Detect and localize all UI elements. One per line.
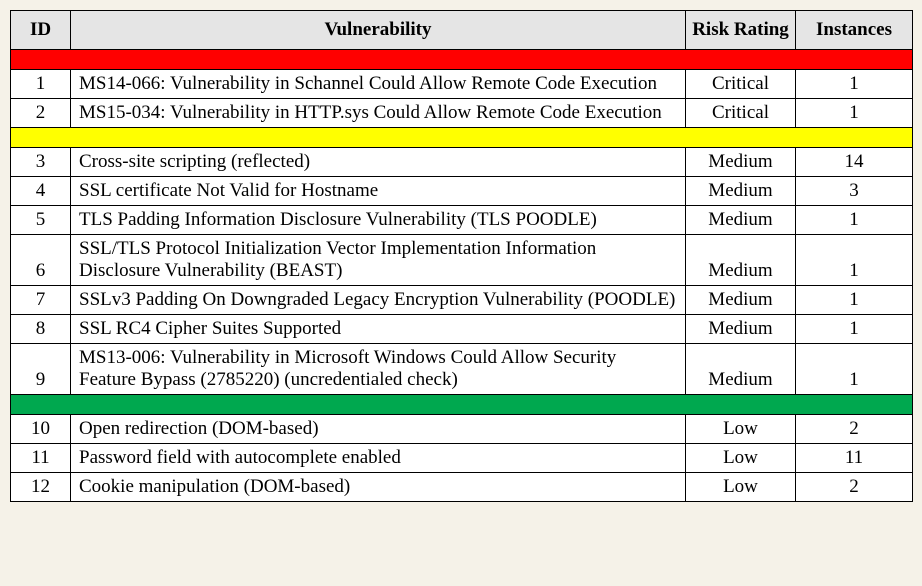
cell-risk: Medium xyxy=(686,206,796,235)
cell-id: 3 xyxy=(11,148,71,177)
table-row: 11Password field with autocomplete enabl… xyxy=(11,444,913,473)
table-row: 5TLS Padding Information Disclosure Vuln… xyxy=(11,206,913,235)
cell-instances: 1 xyxy=(796,70,913,99)
table-row: 6SSL/TLS Protocol Initialization Vector … xyxy=(11,235,913,286)
cell-id: 1 xyxy=(11,70,71,99)
cell-risk: Medium xyxy=(686,286,796,315)
cell-id: 11 xyxy=(11,444,71,473)
cell-id: 2 xyxy=(11,99,71,128)
cell-instances: 1 xyxy=(796,99,913,128)
table-row: 10Open redirection (DOM-based)Low2 xyxy=(11,415,913,444)
cell-id: 10 xyxy=(11,415,71,444)
cell-risk: Critical xyxy=(686,99,796,128)
cell-vulnerability: SSL RC4 Cipher Suites Supported xyxy=(71,315,686,344)
cell-vulnerability: SSLv3 Padding On Downgraded Legacy Encry… xyxy=(71,286,686,315)
table-row: 8SSL RC4 Cipher Suites SupportedMedium1 xyxy=(11,315,913,344)
cell-instances: 3 xyxy=(796,177,913,206)
cell-vulnerability: Password field with autocomplete enabled xyxy=(71,444,686,473)
cell-id: 8 xyxy=(11,315,71,344)
cell-risk: Medium xyxy=(686,177,796,206)
table-row: 2MS15-034: Vulnerability in HTTP.sys Cou… xyxy=(11,99,913,128)
table-row: 4SSL certificate Not Valid for HostnameM… xyxy=(11,177,913,206)
cell-vulnerability: MS13-006: Vulnerability in Microsoft Win… xyxy=(71,344,686,395)
cell-id: 6 xyxy=(11,235,71,286)
col-header-inst: Instances xyxy=(796,11,913,50)
cell-instances: 2 xyxy=(796,473,913,502)
table-header-row: ID Vulnerability Risk Rating Instances xyxy=(11,11,913,50)
cell-risk: Medium xyxy=(686,148,796,177)
table-row: 7SSLv3 Padding On Downgraded Legacy Encr… xyxy=(11,286,913,315)
cell-id: 5 xyxy=(11,206,71,235)
cell-risk: Critical xyxy=(686,70,796,99)
cell-instances: 1 xyxy=(796,344,913,395)
cell-vulnerability: MS15-034: Vulnerability in HTTP.sys Coul… xyxy=(71,99,686,128)
cell-instances: 1 xyxy=(796,286,913,315)
cell-risk: Low xyxy=(686,415,796,444)
cell-vulnerability: MS14-066: Vulnerability in Schannel Coul… xyxy=(71,70,686,99)
separator-medium xyxy=(11,128,913,148)
cell-risk: Medium xyxy=(686,235,796,286)
cell-id: 4 xyxy=(11,177,71,206)
cell-vulnerability: SSL/TLS Protocol Initialization Vector I… xyxy=(71,235,686,286)
table-row: 1MS14-066: Vulnerability in Schannel Cou… xyxy=(11,70,913,99)
separator-critical xyxy=(11,50,913,70)
cell-instances: 1 xyxy=(796,315,913,344)
table-row: 9MS13-006: Vulnerability in Microsoft Wi… xyxy=(11,344,913,395)
table-row: 12Cookie manipulation (DOM-based)Low2 xyxy=(11,473,913,502)
col-header-risk: Risk Rating xyxy=(686,11,796,50)
col-header-vuln: Vulnerability xyxy=(71,11,686,50)
col-header-id: ID xyxy=(11,11,71,50)
cell-id: 12 xyxy=(11,473,71,502)
separator-low xyxy=(11,395,913,415)
cell-vulnerability: SSL certificate Not Valid for Hostname xyxy=(71,177,686,206)
separator-cell xyxy=(11,128,913,148)
cell-id: 9 xyxy=(11,344,71,395)
cell-risk: Low xyxy=(686,473,796,502)
cell-instances: 2 xyxy=(796,415,913,444)
cell-instances: 14 xyxy=(796,148,913,177)
cell-vulnerability: Open redirection (DOM-based) xyxy=(71,415,686,444)
separator-cell xyxy=(11,50,913,70)
separator-cell xyxy=(11,395,913,415)
cell-id: 7 xyxy=(11,286,71,315)
table-row: 3Cross-site scripting (reflected)Medium1… xyxy=(11,148,913,177)
cell-vulnerability: Cross-site scripting (reflected) xyxy=(71,148,686,177)
cell-instances: 1 xyxy=(796,235,913,286)
cell-risk: Medium xyxy=(686,315,796,344)
cell-risk: Medium xyxy=(686,344,796,395)
cell-risk: Low xyxy=(686,444,796,473)
cell-instances: 1 xyxy=(796,206,913,235)
cell-vulnerability: Cookie manipulation (DOM-based) xyxy=(71,473,686,502)
cell-vulnerability: TLS Padding Information Disclosure Vulne… xyxy=(71,206,686,235)
cell-instances: 11 xyxy=(796,444,913,473)
vulnerability-table: ID Vulnerability Risk Rating Instances 1… xyxy=(10,10,913,502)
